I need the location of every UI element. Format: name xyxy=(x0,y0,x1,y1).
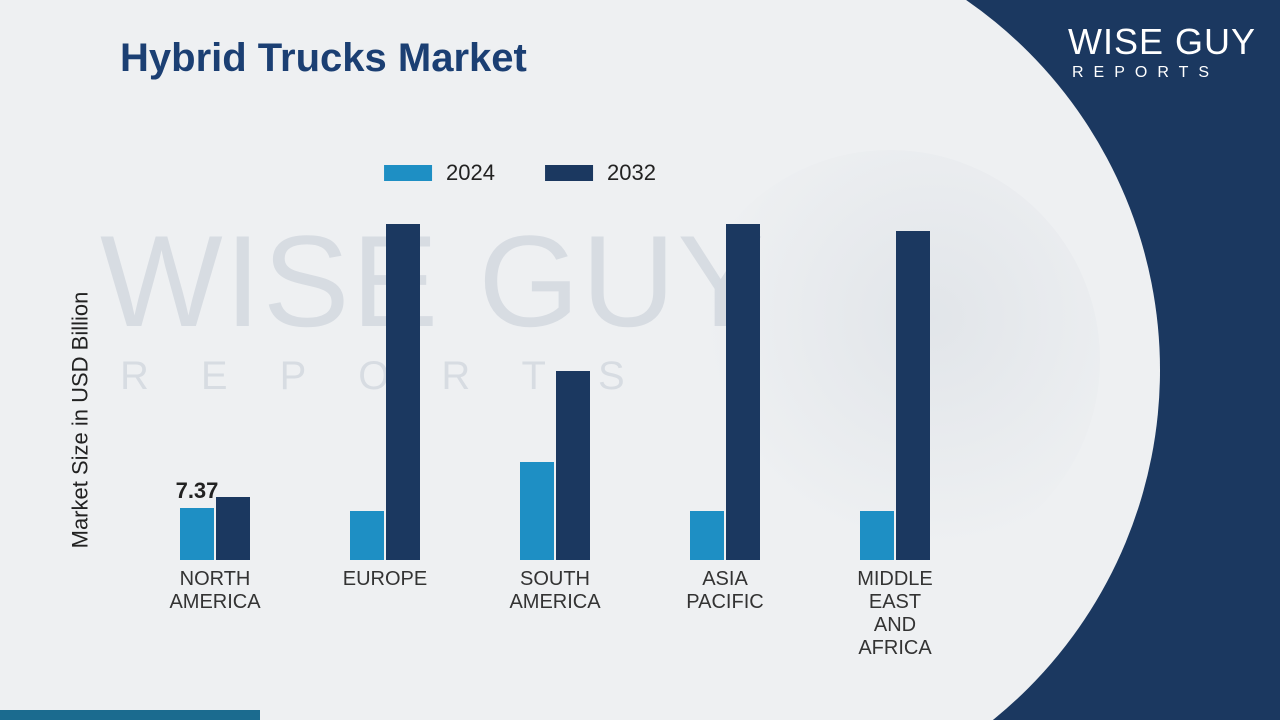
brand-logo-main: WISE GUY xyxy=(1068,24,1256,60)
bar-group-asia-pacific: ASIAPACIFIC xyxy=(690,224,760,560)
bar-meaf-s2 xyxy=(896,231,930,560)
bottom-accent-bar xyxy=(0,710,260,720)
category-label-asia-pacific: ASIAPACIFIC xyxy=(645,568,805,614)
category-label-south-america: SOUTHAMERICA xyxy=(475,568,635,614)
legend-item-2032: 2032 xyxy=(545,160,656,186)
y-axis-label: Market Size in USD Billion xyxy=(68,292,94,549)
bar-group-europe: EUROPE xyxy=(350,224,420,560)
bar-group-south-america: SOUTHAMERICA xyxy=(520,371,590,560)
chart-canvas: WISE GUY REPORTS WISE GUY REPORTS Hybrid… xyxy=(0,0,1280,720)
bar-asia-pacific-s2 xyxy=(726,224,760,560)
chart-area: Market Size in USD Billion 2024 2032 7.3… xyxy=(60,160,980,680)
bar-south-america-s2 xyxy=(556,371,590,560)
bar-north-america-s1 xyxy=(180,508,214,560)
legend-item-2024: 2024 xyxy=(384,160,495,186)
legend-swatch-2032 xyxy=(545,165,593,181)
bar-group-meaf: MIDDLEEASTANDAFRICA xyxy=(860,231,930,560)
bar-europe-s1 xyxy=(350,511,384,560)
category-label-north-america: NORTHAMERICA xyxy=(135,568,295,614)
legend-swatch-2024 xyxy=(384,165,432,181)
legend-label-2032: 2032 xyxy=(607,160,656,186)
bar-group-north-america: 7.37NORTHAMERICA xyxy=(180,497,250,560)
bar-meaf-s1 xyxy=(860,511,894,560)
bar-south-america-s1 xyxy=(520,462,554,560)
legend-label-2024: 2024 xyxy=(446,160,495,186)
bar-north-america-s2 xyxy=(216,497,250,560)
category-label-meaf: MIDDLEEASTANDAFRICA xyxy=(815,568,975,660)
plot-area: 7.37NORTHAMERICA EUROPE SOUTHAMERICA ASIAPA… xyxy=(120,210,980,560)
legend: 2024 2032 xyxy=(384,160,656,186)
category-label-europe: EUROPE xyxy=(305,568,465,591)
bar-europe-s2 xyxy=(386,224,420,560)
brand-logo: WISE GUY REPORTS xyxy=(1068,24,1256,82)
chart-title: Hybrid Trucks Market xyxy=(120,36,527,81)
bar-value-label-north-america: 7.37 xyxy=(176,478,219,504)
right-panel xyxy=(960,0,1280,720)
brand-logo-sub: REPORTS xyxy=(1072,64,1256,82)
bar-asia-pacific-s1 xyxy=(690,511,724,560)
